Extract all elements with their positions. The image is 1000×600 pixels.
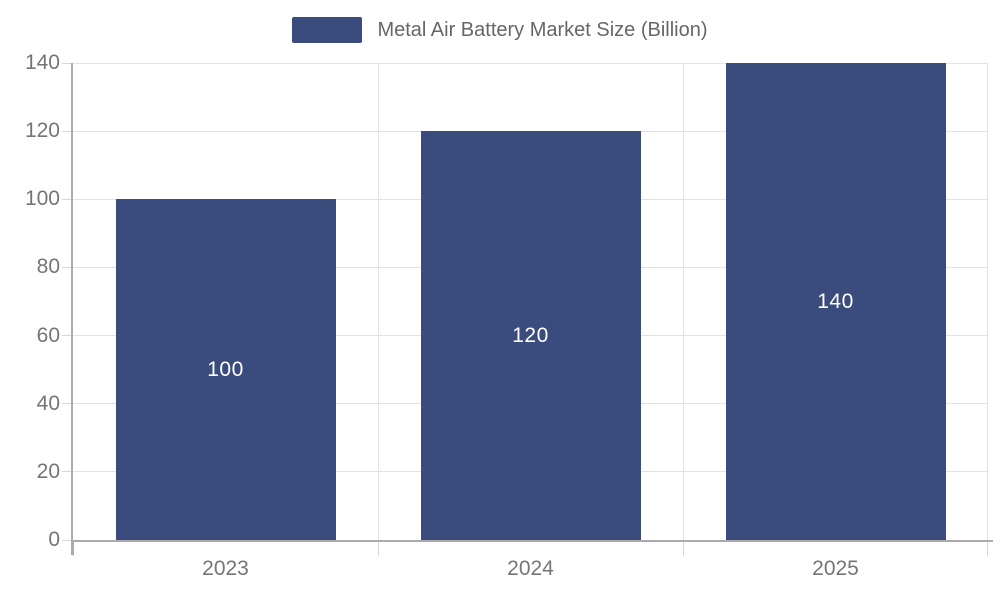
- x-axis-label: 2023: [202, 557, 249, 580]
- legend-item[interactable]: Metal Air Battery Market Size (Billion): [0, 17, 1000, 43]
- y-axis-tick-label: 0: [48, 528, 60, 551]
- y-axis-line: [71, 63, 73, 555]
- x-gridline: [986, 63, 988, 540]
- bar-value-label: 120: [512, 323, 549, 347]
- y-axis-tick: [62, 130, 71, 132]
- x-axis-line: [71, 540, 993, 542]
- x-gridline: [377, 63, 379, 540]
- y-axis-tick-label: 120: [24, 119, 60, 143]
- x-gridline: [682, 63, 684, 540]
- y-axis-tick-label: 80: [36, 255, 60, 279]
- y-axis-tick-label: 100: [24, 187, 60, 211]
- legend-label: Metal Air Battery Market Size (Billion): [377, 19, 708, 41]
- plot-area: 0 20 40 60 80 100 120 140 100 2023 120 2024 140 2025: [25, 52, 993, 580]
- x-axis-tick: [377, 542, 379, 556]
- x-axis-tick: [986, 542, 988, 556]
- bar: 140: [725, 63, 946, 540]
- bar-value-label: 140: [817, 289, 854, 313]
- y-axis-tick: [62, 471, 71, 473]
- y-axis-tick: [62, 62, 71, 64]
- bar-value-label: 100: [207, 357, 244, 381]
- x-axis-label: 2024: [507, 557, 554, 580]
- y-axis-tick: [62, 266, 71, 268]
- y-axis-tick-label: 60: [36, 323, 60, 347]
- y-axis-tick: [62, 403, 71, 405]
- x-axis-label: 2025: [812, 557, 859, 580]
- y-gridline: [73, 62, 988, 64]
- x-axis-tick: [682, 542, 684, 556]
- y-axis-tick: [62, 198, 71, 200]
- legend-swatch: [292, 17, 363, 43]
- y-axis-tick: [62, 539, 71, 541]
- y-gridline: [73, 130, 988, 132]
- y-axis-tick-label: 20: [36, 459, 60, 483]
- bar: 120: [420, 131, 641, 540]
- y-axis-tick-label: 140: [24, 51, 60, 74]
- y-axis-tick-label: 40: [36, 391, 60, 415]
- x-axis-tick: [72, 542, 74, 556]
- bar: 100: [115, 199, 336, 540]
- y-axis-tick: [62, 335, 71, 337]
